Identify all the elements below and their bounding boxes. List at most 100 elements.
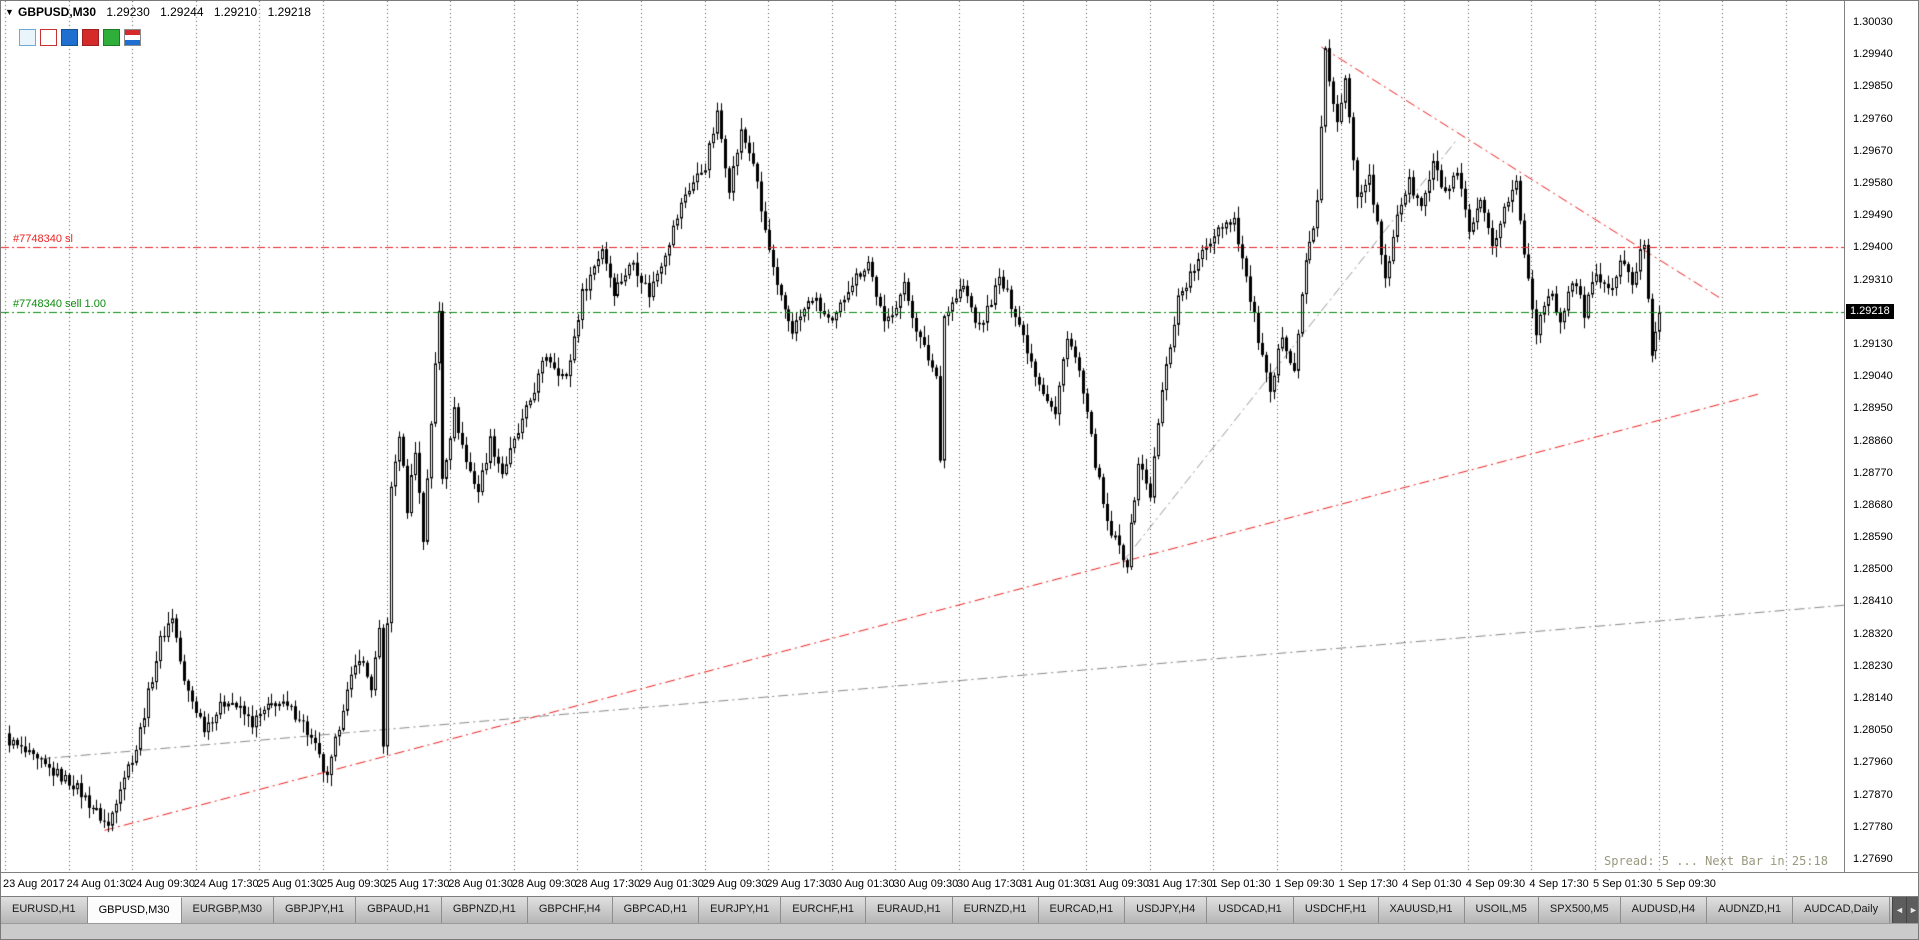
symbol-tab-bar: EURUSD,H1 GBPUSD,M30 EURGBP,M30 GBPJPY,H1 GB… (1, 896, 1918, 923)
price-axis[interactable]: 1.30030 1.29940 1.29850 1.29760 1.29670 1.295… (1844, 1, 1918, 872)
symbol-tab-gbpchf-h4[interactable]: GBPCHF,H4 (527, 897, 613, 923)
symbol-tab-eurchf-h1[interactable]: EURCHF,H1 (781, 897, 867, 923)
price-axis-label: 1.28410 (1853, 595, 1893, 608)
symbol-tab-usoil-m5[interactable]: USOIL,M5 (1464, 897, 1539, 923)
symbol-tab-gbpnzd-h1[interactable]: GBPNZD,H1 (441, 897, 528, 923)
time-axis-label: 25 Aug 09:30 (321, 878, 386, 890)
time-axis-label: 24 Aug 01:30 (66, 878, 132, 890)
sell-order-line-label[interactable]: #7748340 sell 1.00 (13, 298, 106, 311)
price-axis-label: 1.29850 (1853, 80, 1893, 93)
time-axis-label: 28 Aug 17:30 (575, 878, 641, 890)
color-swatch-toolbar (19, 29, 141, 46)
symbol-tab-usdcad-h1[interactable]: USDCAD,H1 (1207, 897, 1294, 923)
price-axis-label: 1.28500 (1853, 563, 1893, 576)
symbol-period-label: GBPUSD,M30 (18, 5, 97, 19)
close-value: 1.29218 (267, 5, 311, 19)
chart-ohlc-header: GBPUSD,M30 1.29230 1.29244 1.29210 1.292… (18, 5, 311, 19)
symbol-tab-euraud-h1[interactable]: EURAUD,H1 (866, 897, 953, 923)
time-axis-label: 25 Aug 17:30 (384, 878, 450, 890)
swatch-green-icon[interactable] (103, 29, 120, 46)
time-axis-label: 28 Aug 01:30 (448, 878, 514, 890)
time-axis-label: 23 Aug 2017 (3, 878, 65, 890)
price-axis-label: 1.28320 (1853, 627, 1893, 640)
current-price-tag: 1.29218 (1846, 304, 1894, 320)
price-axis-label: 1.29670 (1853, 144, 1893, 157)
time-axis-label: 30 Aug 01:30 (829, 878, 895, 890)
symbol-tab-usdchf-h1[interactable]: USDCHF,H1 (1293, 897, 1379, 923)
symbol-tab-gbpjpy-h1[interactable]: GBPJPY,H1 (274, 897, 357, 923)
swatch-pale-blue-icon[interactable] (19, 29, 36, 46)
price-axis-label: 1.29400 (1853, 241, 1893, 254)
price-axis-label: 1.29130 (1853, 337, 1893, 350)
time-axis-label: 5 Sep 09:30 (1656, 878, 1716, 890)
swatch-white-red-border-icon[interactable] (40, 29, 57, 46)
symbol-tab-audcad-daily[interactable]: AUDCAD,Daily (1793, 897, 1891, 923)
price-axis-label: 1.27780 (1853, 820, 1893, 833)
time-axis-label: 31 Aug 01:30 (1020, 878, 1086, 890)
price-axis-label: 1.28590 (1853, 531, 1893, 544)
swatch-red-icon[interactable] (82, 29, 99, 46)
price-axis-label: 1.27690 (1853, 853, 1893, 865)
time-axis-label: 4 Sep 09:30 (1465, 878, 1526, 890)
time-axis-label: 4 Sep 01:30 (1402, 878, 1462, 890)
chart-canvas[interactable] (1, 1, 1844, 872)
symbol-tab-eurusd-h1[interactable]: EURUSD,H1 (1, 897, 88, 923)
price-axis-label: 1.28230 (1853, 659, 1893, 672)
time-axis-label: 4 Sep 17:30 (1529, 878, 1589, 890)
price-axis-label: 1.28140 (1853, 692, 1893, 705)
one-click-trading-arrow[interactable]: ▼ (5, 7, 14, 17)
price-axis-label: 1.28950 (1853, 402, 1893, 415)
window-bottom-edge (1, 923, 1918, 939)
price-axis-label: 1.29940 (1853, 48, 1893, 61)
tab-scroll-right-icon[interactable]: ► (1906, 897, 1918, 923)
time-axis-label: 30 Aug 09:30 (893, 878, 959, 890)
symbol-tab-audusd-h4[interactable]: AUDUSD,H4 (1620, 897, 1708, 923)
swatch-striped-icon[interactable] (124, 29, 141, 46)
symbol-tab-eurcad-h1[interactable]: EURCAD,H1 (1038, 897, 1126, 923)
symbol-tab-audnzd-h1[interactable]: AUDNZD,H1 (1707, 897, 1794, 923)
price-axis-label: 1.28050 (1853, 724, 1893, 737)
price-axis-label: 1.28770 (1853, 466, 1893, 479)
spread-nextbar-text: Spread: 5 ... Next Bar in 25:18 (1604, 854, 1828, 868)
symbol-tab-usdjpy-h4[interactable]: USDJPY,H4 (1125, 897, 1208, 923)
time-axis-label: 1 Sep 17:30 (1338, 878, 1398, 890)
time-axis-label: 1 Sep 09:30 (1275, 878, 1335, 890)
price-axis-label: 1.27870 (1853, 788, 1893, 801)
time-axis-label: 29 Aug 09:30 (702, 878, 768, 890)
tab-scroll-left-icon[interactable]: ◄ (1892, 897, 1906, 923)
high-value: 1.29244 (160, 5, 204, 19)
time-axis-label: 25 Aug 01:30 (257, 878, 323, 890)
price-axis-label: 1.29490 (1853, 209, 1893, 222)
symbol-tab-eurjpy-h1[interactable]: EURJPY,H1 (699, 897, 782, 923)
price-axis-label: 1.29310 (1853, 273, 1893, 286)
symbol-tab-eurnzd-h1[interactable]: EURNZD,H1 (952, 897, 1039, 923)
time-axis-label: 29 Aug 17:30 (766, 878, 832, 890)
time-axis-label: 24 Aug 17:30 (193, 878, 259, 890)
time-axis-label: 24 Aug 09:30 (130, 878, 196, 890)
time-axis[interactable]: 23 Aug 2017 24 Aug 01:30 24 Aug 09:30 24 Au… (1, 872, 1918, 896)
symbol-tab-eurgbp-m30[interactable]: EURGBP,M30 (181, 897, 274, 923)
time-axis-label: 29 Aug 01:30 (639, 878, 704, 890)
symbol-tab-gbpcad-h1[interactable]: GBPCAD,H1 (612, 897, 700, 923)
tab-scroll-controls: ◄ ► (1892, 897, 1918, 923)
symbol-tab-xauusd-h1[interactable]: XAUUSD,H1 (1378, 897, 1465, 923)
symbol-tab-spx500-m5[interactable]: SPX500,M5 (1538, 897, 1621, 923)
swatch-blue-icon[interactable] (61, 29, 78, 46)
open-value: 1.29230 (106, 5, 150, 19)
symbol-tab-gbpaud-h1[interactable]: GBPAUD,H1 (356, 897, 442, 923)
price-axis-label: 1.29040 (1853, 370, 1893, 383)
low-value: 1.29210 (213, 5, 258, 19)
price-axis-label: 1.29760 (1853, 112, 1893, 125)
price-axis-label: 1.28680 (1853, 498, 1893, 511)
stop-loss-line-label[interactable]: #7748340 sl (13, 233, 73, 246)
time-axis-label: 30 Aug 17:30 (957, 878, 1022, 890)
time-axis-label: 31 Aug 17:30 (1147, 878, 1213, 890)
price-axis-label: 1.29580 (1853, 176, 1893, 189)
price-axis-label: 1.28860 (1853, 434, 1893, 447)
time-axis-label: 1 Sep 01:30 (1211, 878, 1271, 890)
time-axis-label: 5 Sep 01:30 (1593, 878, 1653, 890)
time-axis-label: 31 Aug 09:30 (1084, 878, 1150, 890)
price-axis-label: 1.30030 (1853, 16, 1893, 28)
symbol-tab-gbpusd-m30[interactable]: GBPUSD,M30 (87, 897, 182, 923)
